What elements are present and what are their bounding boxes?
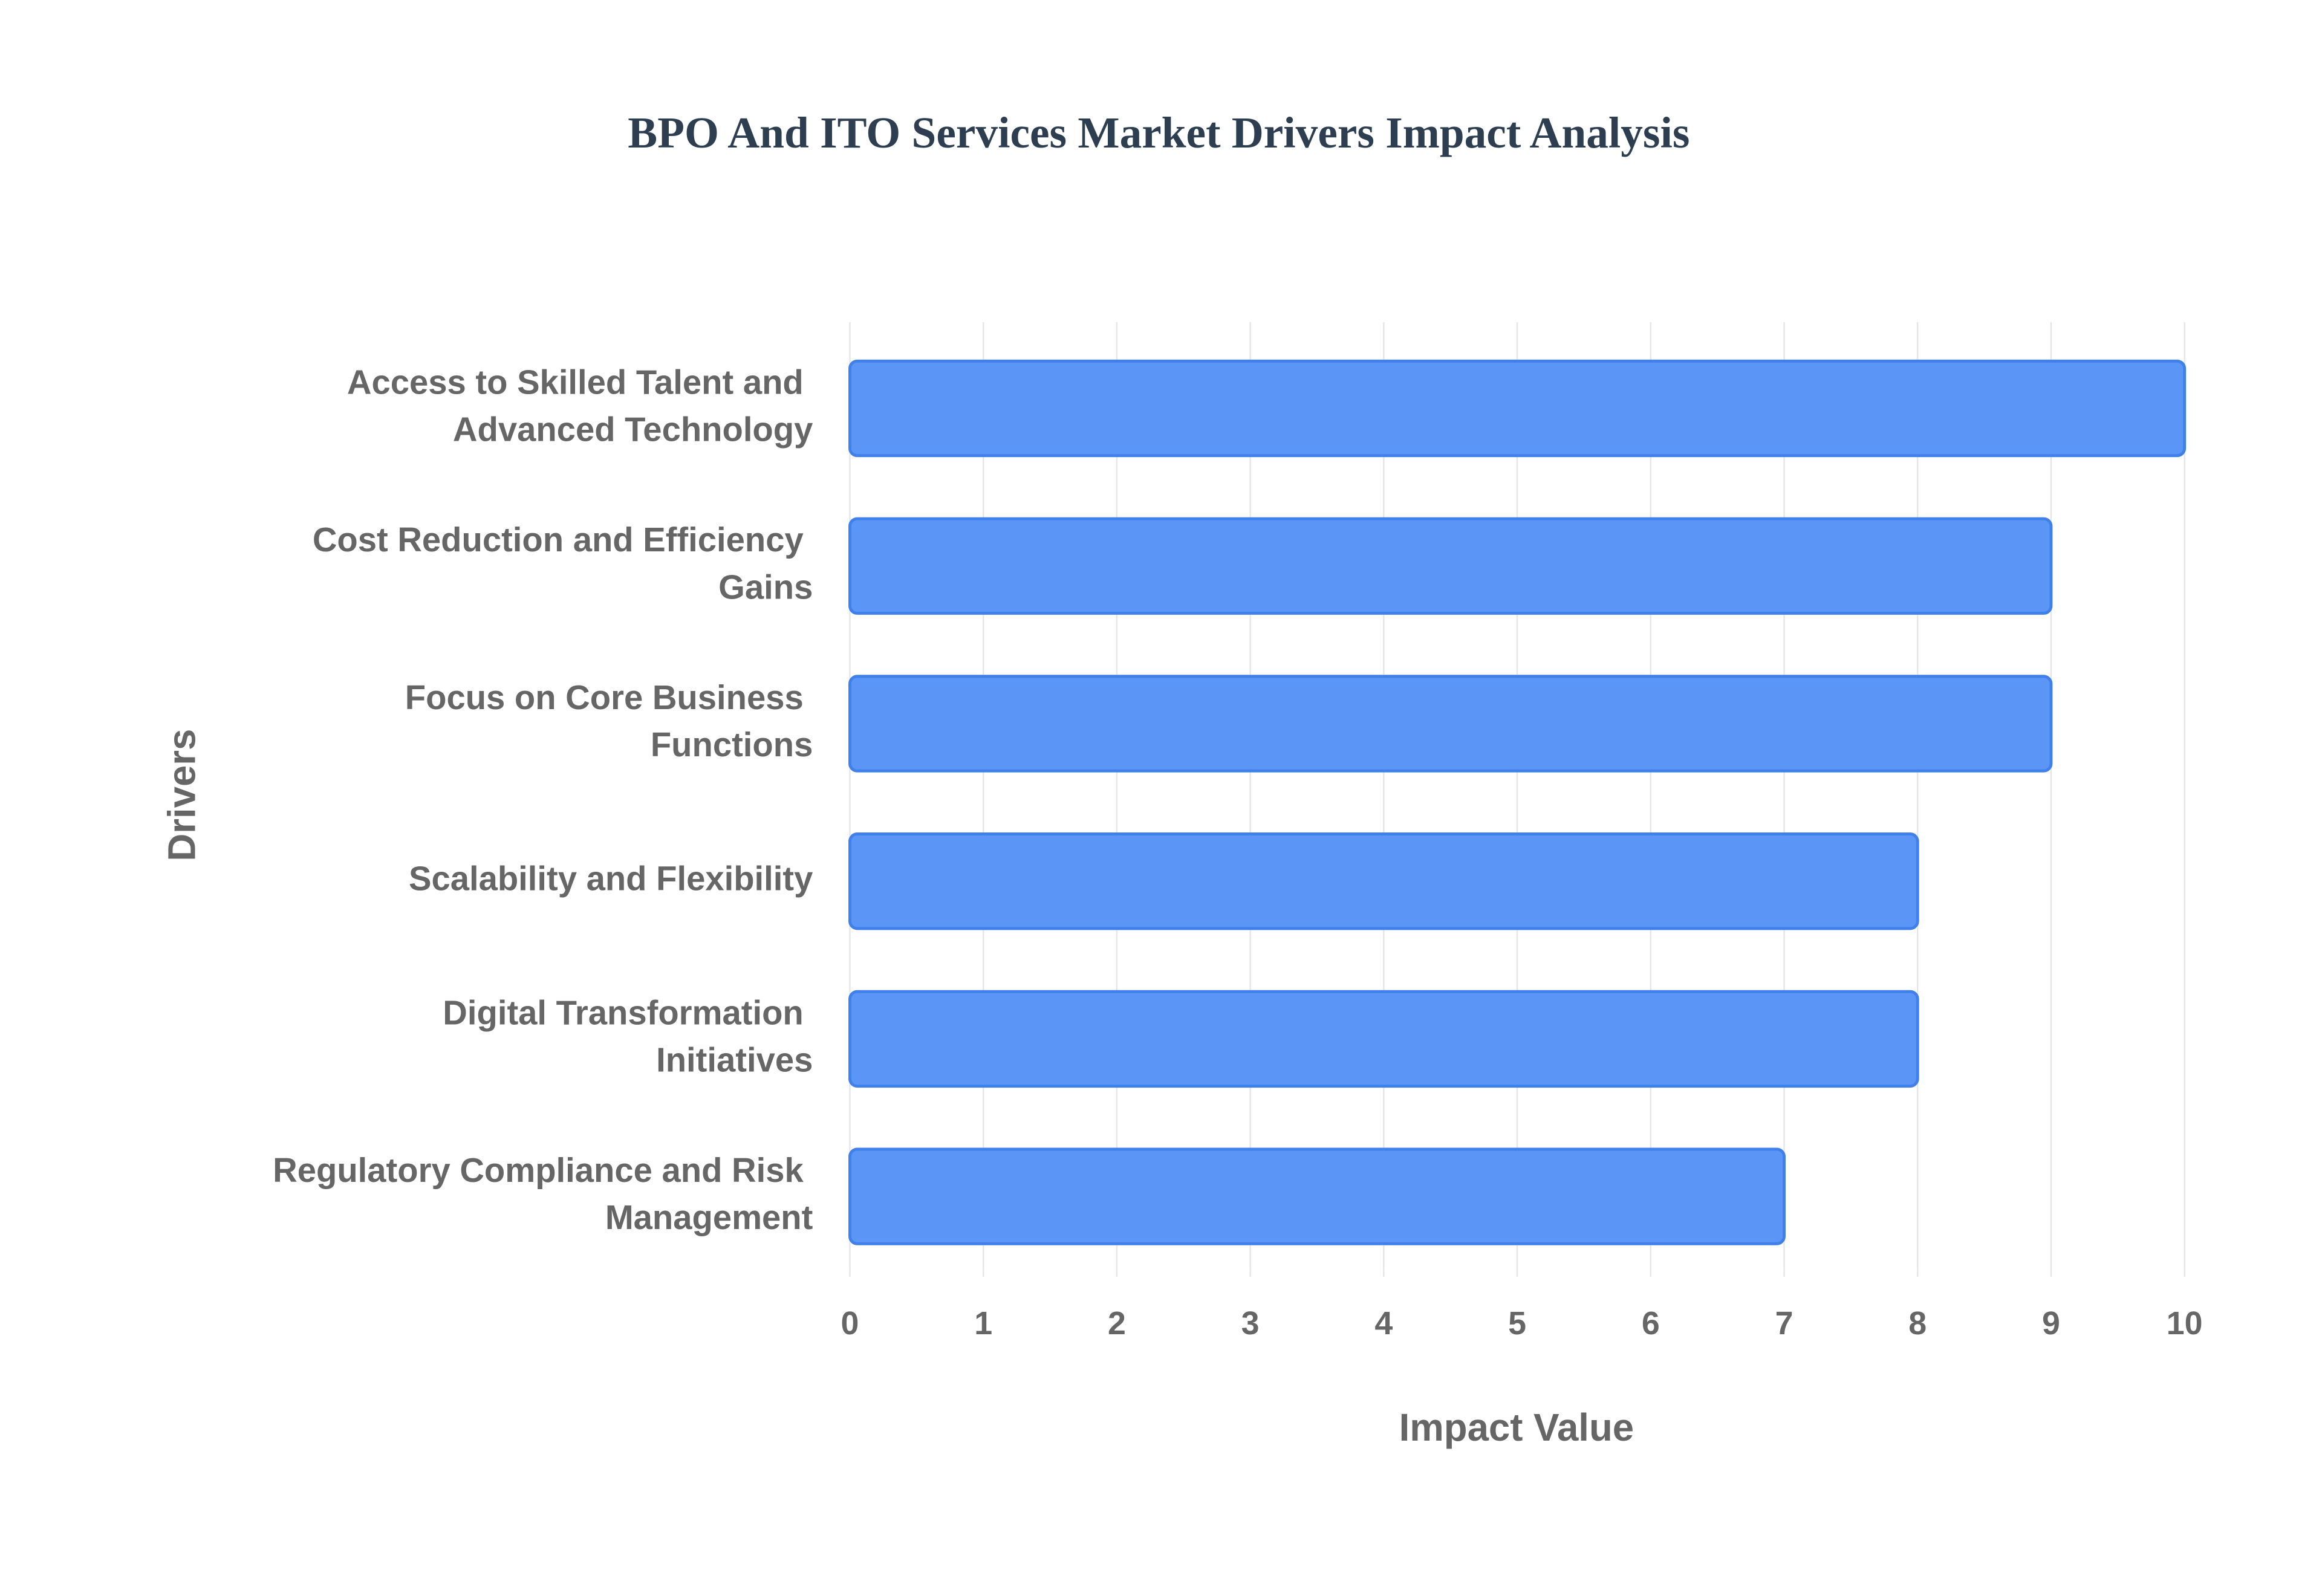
x-tick-label: 0 — [841, 1305, 859, 1341]
label-line: Gains — [718, 568, 813, 606]
x-axis-title: Impact Value — [1399, 1406, 1634, 1449]
y-tick-label: Scalability and Flexibility — [409, 860, 813, 898]
label-line: Digital Transformation — [443, 993, 813, 1031]
x-tick-label: 3 — [1241, 1305, 1260, 1341]
label-line: Scalability and Flexibility — [409, 860, 813, 898]
bar — [848, 359, 2187, 458]
bar — [848, 517, 2053, 615]
label-line: Access to Skilled Talent and — [347, 363, 813, 401]
x-tick-label: 5 — [1508, 1305, 1526, 1341]
x-tick-label: 1 — [974, 1305, 992, 1341]
y-tick-label: Cost Reduction and Efficiency Gains — [313, 521, 813, 606]
bar — [848, 675, 2053, 773]
x-tick-label: 8 — [1908, 1305, 1927, 1341]
y-tick-label: Digital Transformation Initiatives — [443, 993, 813, 1079]
x-tick-label: 9 — [2042, 1305, 2060, 1341]
x-tick-label: 7 — [1775, 1305, 1794, 1341]
label-line: Management — [605, 1198, 813, 1236]
bar — [848, 990, 1919, 1088]
x-tick-label: 4 — [1374, 1305, 1393, 1341]
label-line: Initiatives — [656, 1040, 813, 1079]
bar — [848, 832, 1919, 930]
bar — [848, 1147, 1786, 1245]
label-line: Regulatory Compliance and Risk — [273, 1151, 813, 1189]
chart-title: BPO And ITO Services Market Drivers Impa… — [628, 108, 1689, 157]
y-tick-label: Access to Skilled Talent and Advanced Te… — [347, 363, 813, 448]
label-line: Functions — [651, 725, 813, 764]
y-tick-label: Focus on Core Business Functions — [405, 678, 813, 764]
label-line: Focus on Core Business — [405, 678, 813, 716]
y-axis-title: Drivers — [160, 729, 203, 861]
label-line: Cost Reduction and Efficiency — [313, 521, 813, 559]
x-tick-label: 10 — [2167, 1305, 2203, 1341]
x-tick-label: 6 — [1642, 1305, 1660, 1341]
x-tick-label: 2 — [1108, 1305, 1126, 1341]
y-tick-label: Regulatory Compliance and Risk Managemen… — [273, 1151, 813, 1236]
label-line: Advanced Technology — [453, 410, 813, 448]
